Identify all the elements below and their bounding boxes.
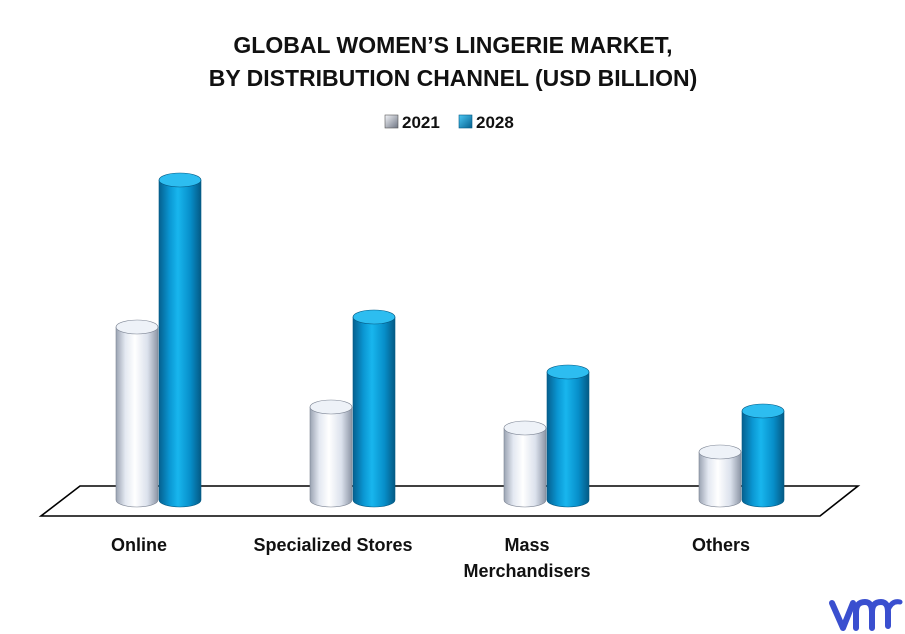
category-label-mass-merchandisers: Merchandisers <box>463 561 590 581</box>
bar-2028-online <box>158 172 202 508</box>
legend-swatch-2021 <box>384 114 399 129</box>
chart-floor <box>38 485 861 517</box>
category-label-specialized-stores: Specialized Stores <box>253 535 412 555</box>
bar-body <box>698 451 742 508</box>
category-labels: Online Specialized Stores Mass Merchandiser… <box>111 535 750 581</box>
legend-swatch-2028 <box>458 114 473 129</box>
bar-2021-others <box>698 444 742 508</box>
bar-top <box>503 420 547 436</box>
bar-2028-specialized-stores <box>352 309 396 508</box>
bar-2028-mass-merchandisers <box>546 364 590 508</box>
bars-layer <box>115 172 785 508</box>
bar-top <box>309 399 353 415</box>
bar-2028-others <box>741 403 785 508</box>
logo-v <box>829 600 856 631</box>
bar-body <box>352 316 396 508</box>
bar-body <box>309 406 353 508</box>
bar-top <box>352 309 396 325</box>
logo-m <box>853 599 891 631</box>
bar-top <box>741 403 785 419</box>
bar-top <box>158 172 202 188</box>
vmr-logo <box>829 599 903 631</box>
bar-2021-mass-merchandisers <box>503 420 547 508</box>
bar-top <box>115 319 159 335</box>
legend-label-2028: 2028 <box>476 113 514 132</box>
logo-r <box>885 599 903 613</box>
legend: 2021 2028 <box>384 113 514 132</box>
legend-label-2021: 2021 <box>402 113 440 132</box>
category-label-online: Online <box>111 535 167 555</box>
category-label-others: Others <box>692 535 750 555</box>
bar-body <box>741 410 785 508</box>
chart-title-line-1: GLOBAL WOMEN’S LINGERIE MARKET, <box>233 32 672 58</box>
bar-body <box>546 371 590 508</box>
chart-title-line-2: BY DISTRIBUTION CHANNEL (USD BILLION) <box>209 65 698 91</box>
bar-top <box>698 444 742 460</box>
bar-body <box>115 326 159 508</box>
bar-2021-specialized-stores <box>309 399 353 508</box>
category-label-mass-merchandisers: Mass <box>504 535 549 555</box>
bar-body <box>503 427 547 508</box>
bar-top <box>546 364 590 380</box>
bar-2021-online <box>115 319 159 508</box>
bar-body <box>158 179 202 508</box>
